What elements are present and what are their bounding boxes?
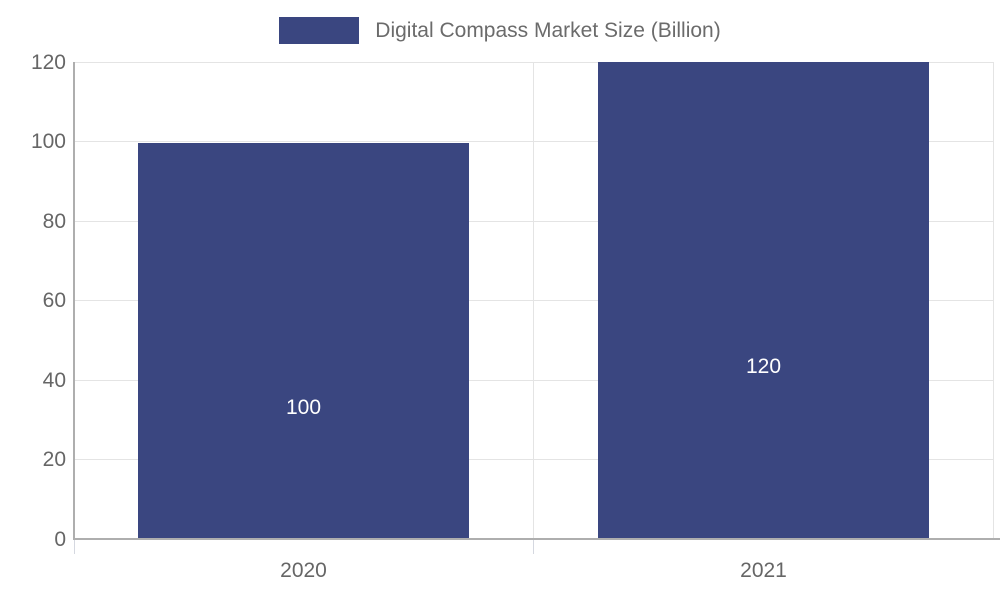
y-tick-label-0: 0 (54, 528, 66, 551)
gridline-60 (74, 300, 994, 301)
y-axis-line (73, 62, 75, 540)
chart-legend: Digital Compass Market Size (Billion) (0, 14, 1000, 46)
gridline-40 (74, 380, 994, 381)
y-tick-label-100: 100 (30, 130, 66, 153)
legend-item-digital-compass-market-size[interactable]: Digital Compass Market Size (Billion) (279, 16, 721, 44)
x-tick-label-2020: 2020 (280, 559, 327, 582)
x-axis-tick-start (74, 540, 75, 554)
legend-color-swatch-icon (279, 16, 360, 44)
y-tick-label-20: 20 (42, 448, 66, 471)
bar-value-label-2021: 120 (745, 355, 782, 378)
bar-2021[interactable] (598, 62, 929, 539)
plot-area: 100 120 (74, 62, 994, 539)
bar-2020[interactable] (138, 143, 469, 539)
gridline-120 (74, 62, 994, 63)
x-tick-label-2021: 2021 (740, 559, 787, 582)
x-axis-line (74, 538, 1000, 540)
y-tick-label-120: 120 (30, 51, 66, 74)
gridline-80 (74, 221, 994, 222)
y-axis-tick-labels: 120 100 80 60 40 20 0 (0, 0, 66, 600)
x-axis-tick-middle (533, 540, 534, 554)
y-tick-label-60: 60 (42, 289, 66, 312)
y-tick-label-80: 80 (42, 210, 66, 233)
bar-value-label-2020: 100 (285, 396, 322, 419)
y-tick-label-40: 40 (42, 369, 66, 392)
gridline-20 (74, 459, 994, 460)
category-divider-gridline (533, 62, 534, 539)
gridline-100 (74, 141, 994, 142)
plot-right-border (993, 62, 994, 539)
legend-item-label: Digital Compass Market Size (Billion) (375, 18, 721, 42)
